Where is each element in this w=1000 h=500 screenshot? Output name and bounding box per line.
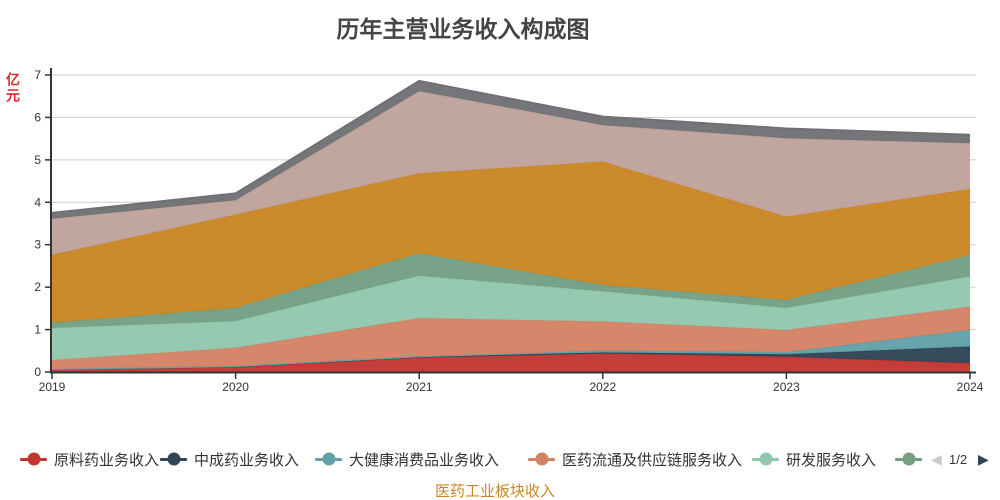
x-tick-label: 2023	[773, 380, 800, 394]
area-series	[52, 253, 970, 328]
x-tick-label: 2022	[589, 380, 616, 394]
area-series	[52, 306, 970, 369]
legend-item-label: 医药流通及供应链服务收入	[562, 451, 743, 469]
y-tick-label: 1	[34, 323, 41, 337]
legend-pager-prev-icon[interactable]: ◀	[931, 451, 942, 467]
y-tick-label: 0	[34, 365, 41, 379]
legend-item-2[interactable]: 中成药业务收入	[160, 450, 300, 469]
y-tick-label: 5	[34, 153, 41, 167]
x-tick-label: 2020	[222, 380, 249, 394]
line-circle-marker-icon	[895, 451, 922, 467]
area-series	[52, 80, 970, 219]
legend-item-label: 中成药业务收入	[194, 451, 300, 469]
area-series	[52, 161, 970, 323]
area-series	[52, 275, 970, 361]
y-tick-label: 4	[34, 195, 41, 209]
x-tick-label: 2024	[957, 380, 984, 394]
legend-item-5[interactable]: 研发服务收入	[752, 450, 877, 469]
legend-pager-info: 1/2	[949, 452, 968, 467]
legend-item-label: 大健康消费品业务收入	[349, 451, 500, 469]
series-line	[51, 79, 971, 214]
y-axis-unit-label: 亿元	[5, 72, 21, 104]
chart-title: 历年主营业务收入构成图	[336, 16, 590, 42]
y-tick-label: 6	[34, 110, 41, 124]
y-tick-label: 2	[34, 280, 41, 294]
legend-item-4[interactable]: 医药流通及供应链服务收入	[528, 450, 743, 469]
line-circle-marker-icon	[752, 451, 779, 467]
legend-pager-next-icon[interactable]: ▶	[978, 451, 989, 467]
line-circle-marker-icon	[315, 451, 342, 467]
line-circle-marker-icon	[160, 451, 187, 467]
y-tick-label: 7	[34, 68, 41, 82]
legend-item-1[interactable]: 原料药业务收入	[20, 450, 160, 469]
x-tick-label: 2021	[406, 380, 433, 394]
legend-item-label: 研发服务收入	[786, 451, 877, 469]
legend-item-3[interactable]: 大健康消费品业务收入	[315, 450, 500, 469]
y-tick-label: 3	[34, 238, 41, 252]
area-series	[52, 91, 970, 255]
area-series	[52, 353, 970, 372]
line-circle-marker-icon	[528, 451, 555, 467]
legend-item-overflow[interactable]: 医药工业板块收入	[434, 483, 556, 500]
legend-item-label: 原料药业务收入	[54, 451, 160, 469]
legend-item-6[interactable]	[895, 450, 929, 468]
line-circle-marker-icon	[20, 451, 47, 467]
x-tick-label: 2019	[39, 380, 66, 394]
